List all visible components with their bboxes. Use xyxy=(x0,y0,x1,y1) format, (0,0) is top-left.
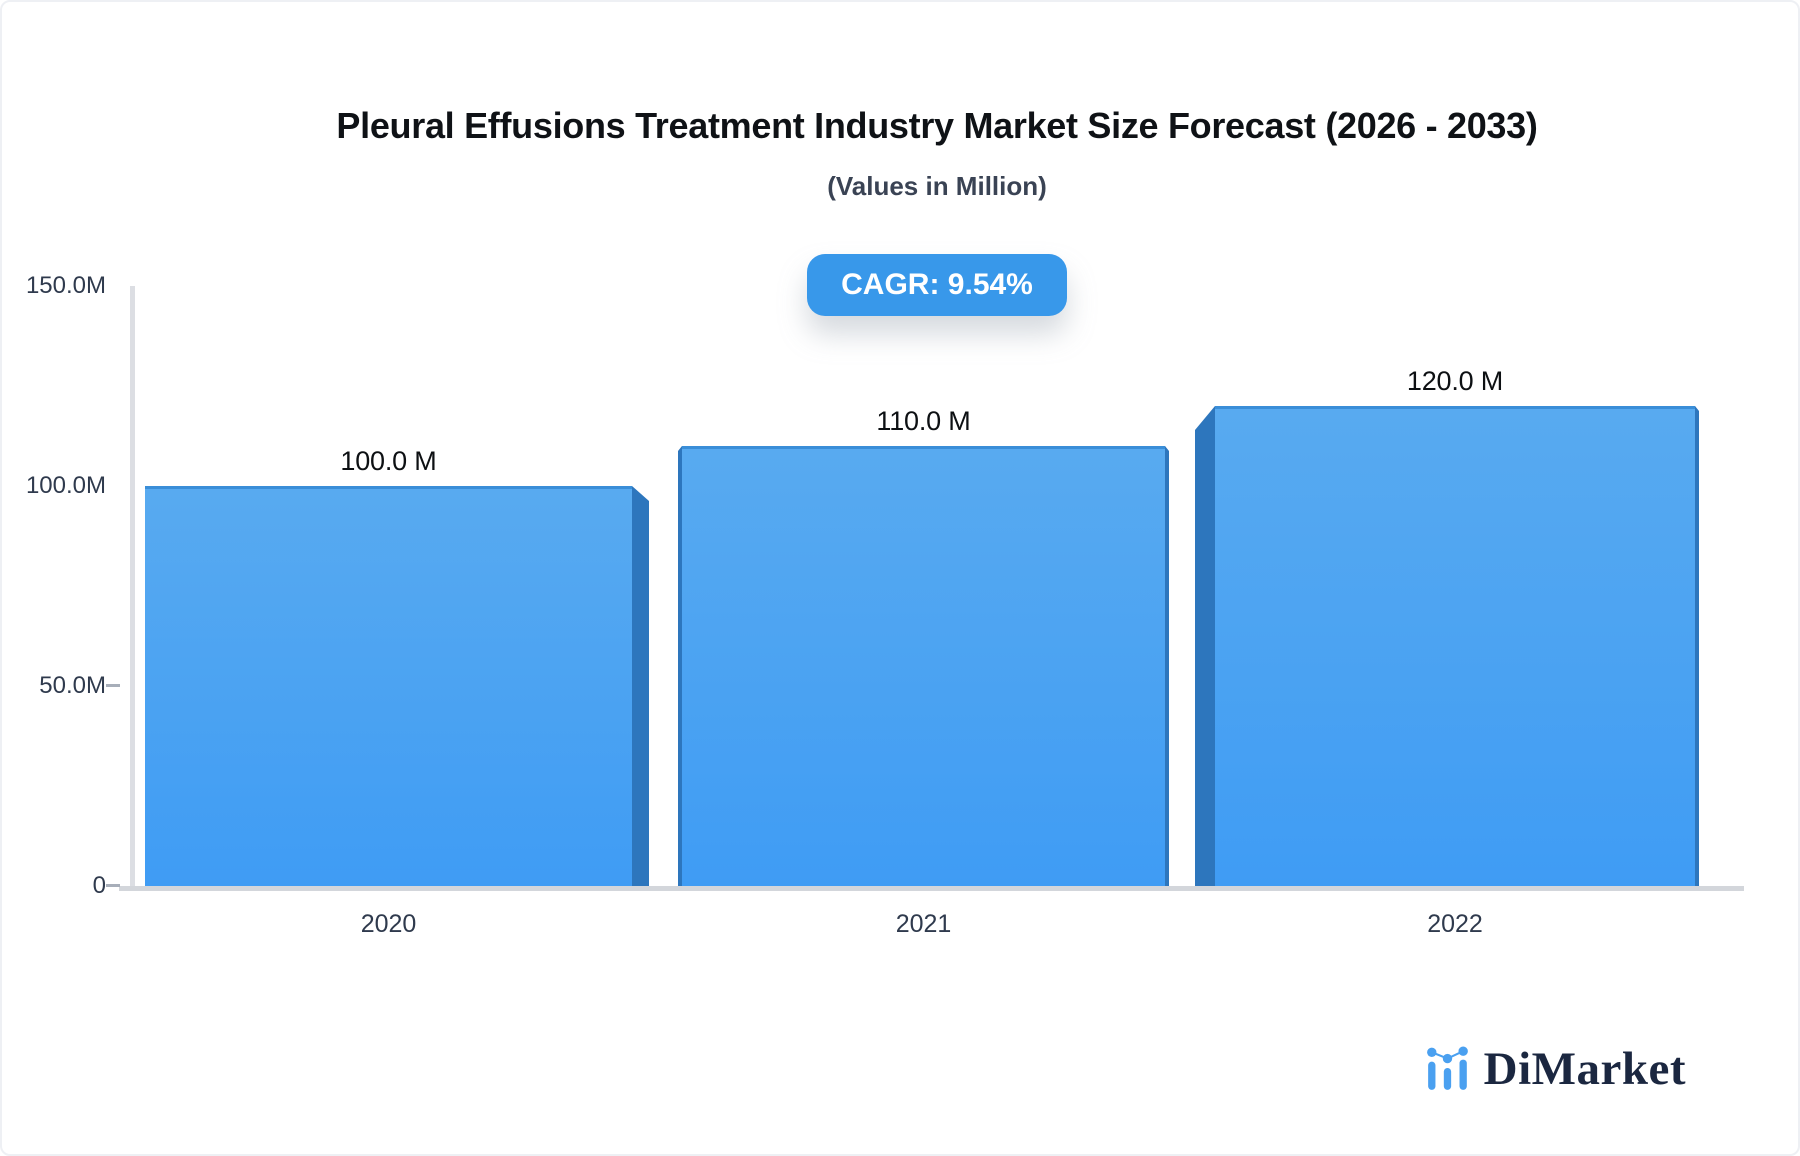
bar-2022 xyxy=(1215,406,1695,886)
cagr-badge: CAGR: 9.54% xyxy=(807,254,1067,316)
bar-value-label: 110.0 M xyxy=(876,406,971,436)
y-axis-tick-label: 0 xyxy=(92,872,106,899)
bar-2021-side-face xyxy=(678,446,682,886)
bar-chart-sparkline-icon xyxy=(1426,1046,1468,1090)
bar-2020-side-face xyxy=(632,486,649,886)
chart-header: Pleural Effusions Treatment Industry Mar… xyxy=(130,104,1744,316)
y-axis-tick-label: 150.0M xyxy=(25,272,106,299)
brand-name: DiMarket xyxy=(1483,1043,1686,1095)
bar-2021 xyxy=(682,446,1165,886)
y-axis-line xyxy=(130,286,135,886)
bar-2020 xyxy=(145,486,632,886)
bar-2022-side-face xyxy=(1195,406,1215,886)
bar-2022-side-face xyxy=(1695,406,1699,886)
x-axis-line xyxy=(119,886,1744,891)
x-axis-category-label: 2020 xyxy=(360,910,417,938)
chart-subtitle: (Values in Million) xyxy=(827,171,1047,201)
y-axis-tick-label: 50.0M xyxy=(39,672,106,699)
bar-2021-side-face xyxy=(1165,446,1169,886)
y-axis-tick-dash xyxy=(106,684,120,687)
bar-value-label: 120.0 M xyxy=(1406,366,1504,396)
x-axis-category-label: 2021 xyxy=(895,910,952,938)
brand-logo: DiMarket xyxy=(1426,1042,1686,1096)
y-axis-tick-dash xyxy=(106,884,120,887)
page-title: Pleural Effusions Treatment Industry Mar… xyxy=(336,105,1538,146)
y-axis-tick-label: 100.0M xyxy=(25,472,106,499)
bar-value-label: 100.0 M xyxy=(340,446,437,476)
x-axis-category-label: 2022 xyxy=(1427,910,1483,938)
